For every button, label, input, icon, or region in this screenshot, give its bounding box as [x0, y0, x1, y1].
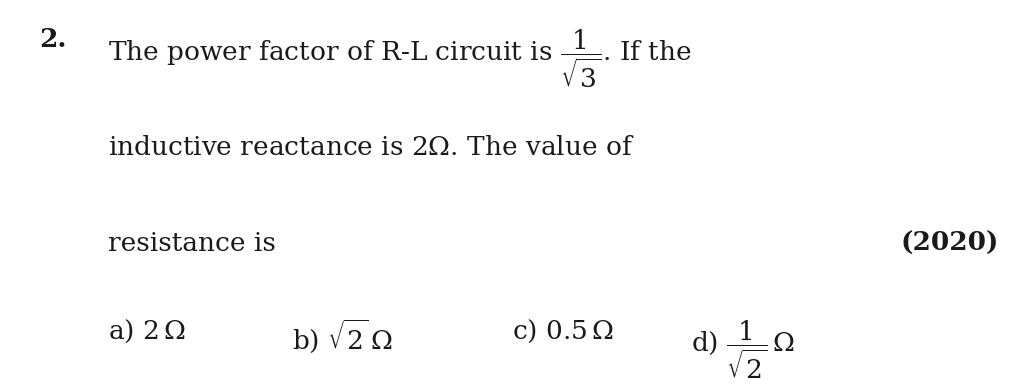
- Text: The power factor of R-L circuit is $\dfrac{1}{\sqrt{3}}$. If the: The power factor of R-L circuit is $\dfr…: [108, 27, 691, 90]
- Text: c) $0.5\,\Omega$: c) $0.5\,\Omega$: [512, 318, 614, 345]
- Text: (2020): (2020): [900, 231, 998, 256]
- Text: d) $\dfrac{1}{\sqrt{2}}\,\Omega$: d) $\dfrac{1}{\sqrt{2}}\,\Omega$: [691, 318, 796, 381]
- Text: resistance is: resistance is: [108, 231, 275, 256]
- Text: 2.: 2.: [39, 27, 67, 52]
- Text: inductive reactance is $2\Omega$. The value of: inductive reactance is $2\Omega$. The va…: [108, 135, 634, 160]
- Text: a) $2\,\Omega$: a) $2\,\Omega$: [108, 318, 185, 345]
- Text: b) $\sqrt{2}\,\Omega$: b) $\sqrt{2}\,\Omega$: [292, 318, 393, 355]
